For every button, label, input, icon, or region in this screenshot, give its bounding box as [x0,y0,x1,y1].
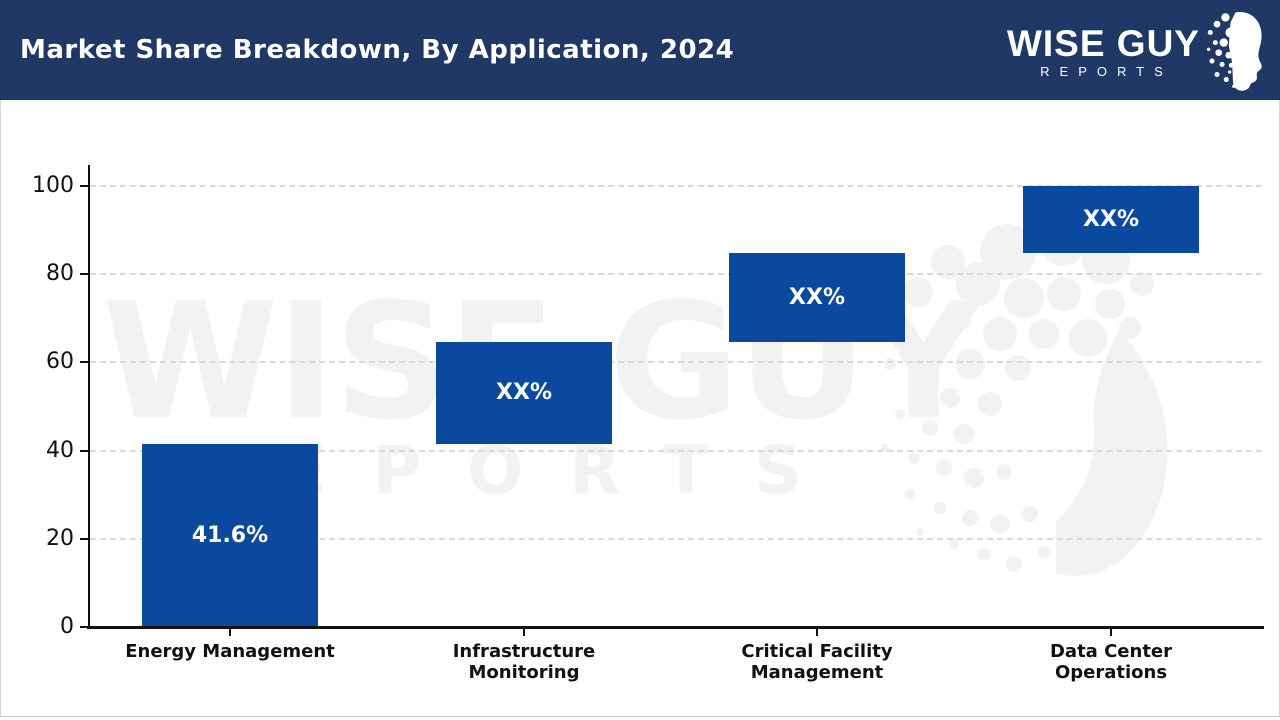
gridline-80 [90,273,1262,276]
logo-subtitle: REPORTS [1040,63,1173,79]
logo-text: WISE GUY REPORTS [1007,25,1200,78]
y-tick-label-100: 100 [32,173,74,198]
x-tick-infrastructure-monitoring [523,629,525,636]
bar-value-label: XX% [789,285,845,311]
y-tick-40 [80,449,88,452]
category-label-data-center-operations: Data Center Operations [1049,641,1173,683]
bar-value-label: XX% [496,380,552,406]
y-tick-label-20: 20 [46,525,74,551]
bar-infrastructure-monitoring: XX% [436,342,612,444]
header-bar: Market Share Breakdown, By Application, … [0,0,1280,100]
bar-critical-facility-management: XX% [729,253,905,343]
x-tick-data-center-operations [1110,629,1112,636]
y-tick-label-0: 0 [60,614,74,639]
watermark-dotted-head [881,222,1168,576]
logo-wordmark: WISE GUY [1006,22,1200,64]
gridline-40 [90,449,1262,452]
bar-energy-management: 41.6% [142,443,318,627]
x-axis-line [87,626,1264,629]
y-axis-line [88,165,90,628]
bar-value-label: XX% [1083,207,1139,233]
x-tick-critical-facility-management [816,629,818,636]
wise-guy-logo: WISE GUY REPORTS [1007,8,1264,94]
y-tick-0 [80,626,88,628]
page-title: Market Share Breakdown, By Application, … [20,35,735,65]
y-tick-80 [80,273,88,276]
y-tick-label-80: 80 [46,261,74,287]
category-label-infrastructure-monitoring: Infrastructure Monitoring [452,641,596,683]
bar-data-center-operations: XX% [1023,186,1199,254]
y-tick-100 [80,185,88,187]
x-tick-energy-management [229,629,231,636]
y-tick-label-40: 40 [46,437,74,463]
gridline-20 [90,537,1262,540]
category-label-energy-management: Energy Management [125,641,335,662]
gridline-100 [90,185,1262,187]
dotted-head-icon [1206,12,1262,91]
bar-value-label: 41.6% [191,522,269,548]
y-tick-60 [80,361,88,364]
bottom-divider [0,716,1280,717]
y-tick-20 [80,537,88,540]
y-tick-label-60: 60 [46,349,74,375]
gridline-60 [90,361,1262,364]
category-label-critical-facility-management: Critical Facility Management [741,641,893,683]
